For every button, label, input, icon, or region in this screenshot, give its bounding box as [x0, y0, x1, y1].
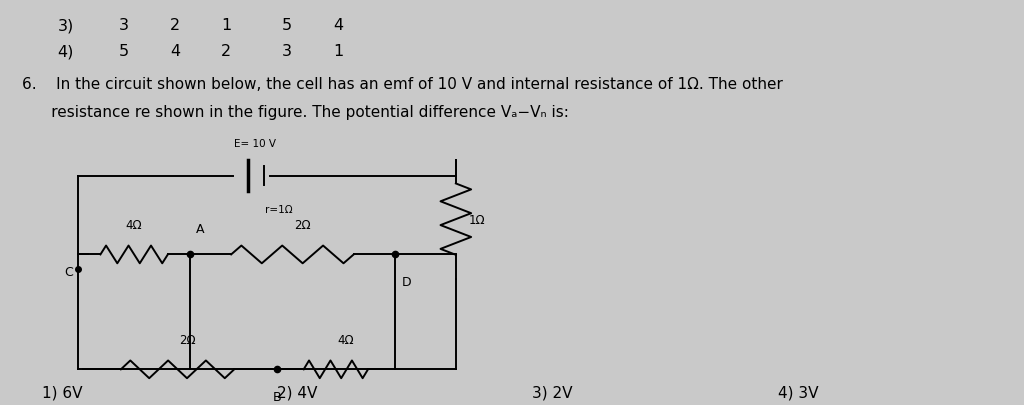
Text: 2Ω: 2Ω — [179, 333, 196, 346]
Text: 1) 6V: 1) 6V — [42, 384, 83, 399]
Text: 4: 4 — [170, 44, 180, 59]
Text: 5: 5 — [283, 18, 292, 33]
Text: 4): 4) — [57, 44, 74, 59]
Text: B: B — [272, 390, 282, 403]
Text: A: A — [197, 223, 205, 236]
Text: E= 10 V: E= 10 V — [233, 138, 275, 148]
Text: 4) 3V: 4) 3V — [777, 384, 818, 399]
Text: 6.    In the circuit shown below, the cell has an emf of 10 V and internal resis: 6. In the circuit shown below, the cell … — [22, 77, 782, 91]
Text: 5: 5 — [119, 44, 129, 59]
Text: 2) 4V: 2) 4V — [278, 384, 317, 399]
Text: r=1Ω: r=1Ω — [265, 205, 293, 215]
Text: 3: 3 — [119, 18, 129, 33]
Text: 1: 1 — [333, 44, 343, 59]
Text: 1Ω: 1Ω — [469, 213, 485, 226]
Text: 4Ω: 4Ω — [126, 219, 142, 232]
Text: 1: 1 — [221, 18, 231, 33]
Text: 2: 2 — [221, 44, 231, 59]
Text: resistance re shown in the figure. The potential difference Vₐ−Vₙ is:: resistance re shown in the figure. The p… — [22, 104, 568, 119]
Text: 4: 4 — [333, 18, 343, 33]
Text: 3) 2V: 3) 2V — [532, 384, 572, 399]
Text: 3): 3) — [57, 18, 74, 33]
Text: 2: 2 — [170, 18, 180, 33]
Text: C: C — [65, 265, 73, 278]
Text: D: D — [402, 275, 412, 288]
Text: 4Ω: 4Ω — [338, 333, 354, 346]
Text: 3: 3 — [283, 44, 292, 59]
Text: 2Ω: 2Ω — [294, 219, 311, 232]
